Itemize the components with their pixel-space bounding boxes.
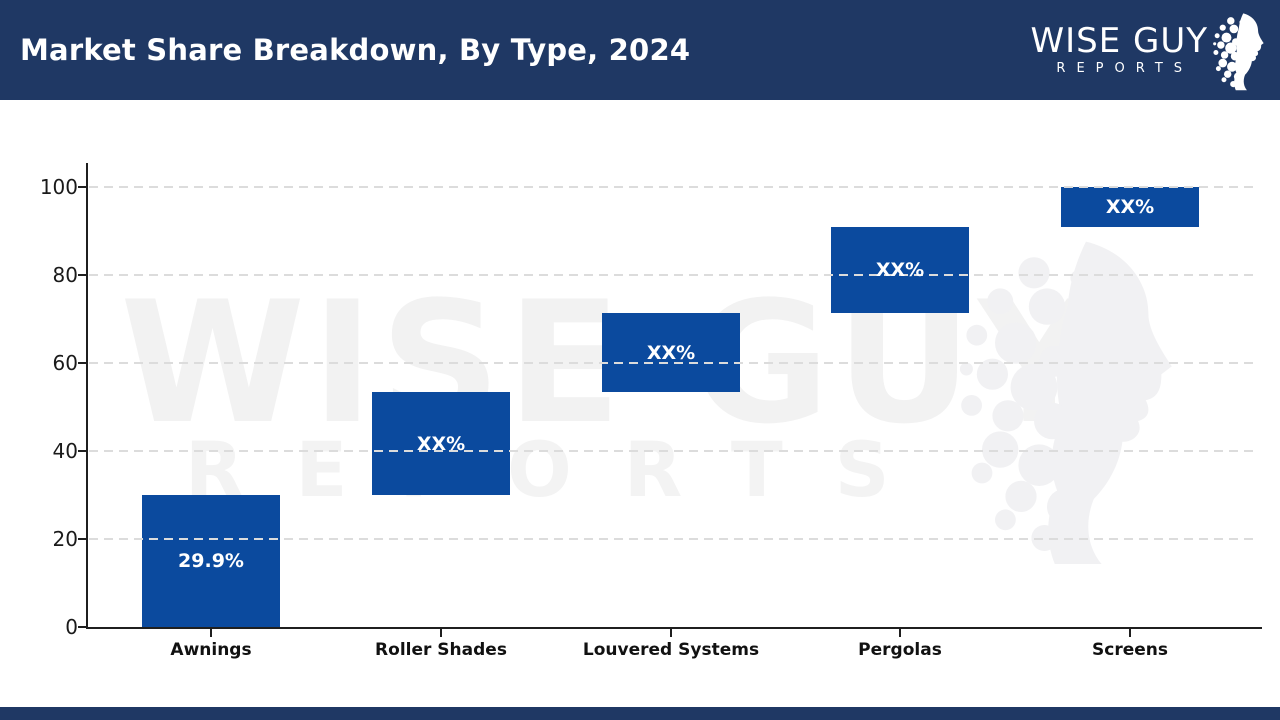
x-tick-mark-louvered-systems <box>670 629 672 637</box>
gridline-40 <box>89 450 1257 452</box>
x-tick-label-pergolas: Pergolas <box>858 640 942 660</box>
bar-pergolas <box>831 227 969 314</box>
x-tick-mark-screens <box>1129 629 1131 637</box>
y-tick-label-80: 80 <box>52 263 78 287</box>
wise-guy-reports-logo: WISE GUY REPORTS <box>1030 0 1268 100</box>
x-tick-label-screens: Screens <box>1092 640 1168 660</box>
x-tick-label-awnings: Awnings <box>170 640 252 660</box>
x-tick-mark-awnings <box>210 629 212 637</box>
y-tick-mark-100 <box>78 186 86 188</box>
y-axis-line <box>86 163 88 627</box>
bar-value-label-screens: XX% <box>1105 196 1155 219</box>
x-tick-mark-pergolas <box>899 629 901 637</box>
y-tick-mark-60 <box>78 362 86 364</box>
header-band: Market Share Breakdown, By Type, 2024 WI… <box>0 0 1280 100</box>
gridline-60 <box>89 362 1257 364</box>
x-tick-label-louvered-systems: Louvered Systems <box>582 640 760 660</box>
y-tick-mark-40 <box>78 450 86 452</box>
x-tick-label-roller-shades: Roller Shades <box>375 640 507 660</box>
bar-roller-shades <box>372 392 510 496</box>
x-tick-mark-roller-shades <box>440 629 442 637</box>
bar-value-label-awnings: 29.9% <box>178 550 244 573</box>
y-tick-mark-0 <box>78 626 86 628</box>
page-title: Market Share Breakdown, By Type, 2024 <box>20 33 691 67</box>
y-tick-mark-80 <box>78 274 86 276</box>
y-tick-mark-20 <box>78 538 86 540</box>
watermark-head-logo <box>959 241 1172 564</box>
watermark-reports-text: REPORTS <box>185 425 942 514</box>
bar-value-label-louvered-systems: XX% <box>646 341 696 364</box>
bar-value-label-pergolas: XX% <box>875 259 925 282</box>
bar-louvered-systems <box>602 313 740 393</box>
y-tick-label-60: 60 <box>52 351 78 375</box>
logo-text: WISE GUY REPORTS <box>1030 20 1208 77</box>
x-axis-line <box>86 627 1262 629</box>
logo-wise-guy-label: WISE GUY <box>1030 20 1208 61</box>
logo-reports-label: REPORTS <box>1056 61 1194 77</box>
y-tick-label-40: 40 <box>52 439 78 463</box>
logo-head-icon <box>1213 13 1264 91</box>
bar-awnings <box>142 495 280 627</box>
gridline-80 <box>89 274 1257 276</box>
y-tick-label-20: 20 <box>52 527 78 551</box>
bar-screens <box>1061 187 1199 228</box>
bar-value-label-roller-shades: XX% <box>416 432 466 455</box>
gridline-100 <box>89 186 1257 188</box>
footer-band <box>0 707 1280 720</box>
y-tick-label-100: 100 <box>39 175 78 199</box>
y-tick-label-0: 0 <box>65 615 78 639</box>
gridline-20 <box>89 538 1257 540</box>
